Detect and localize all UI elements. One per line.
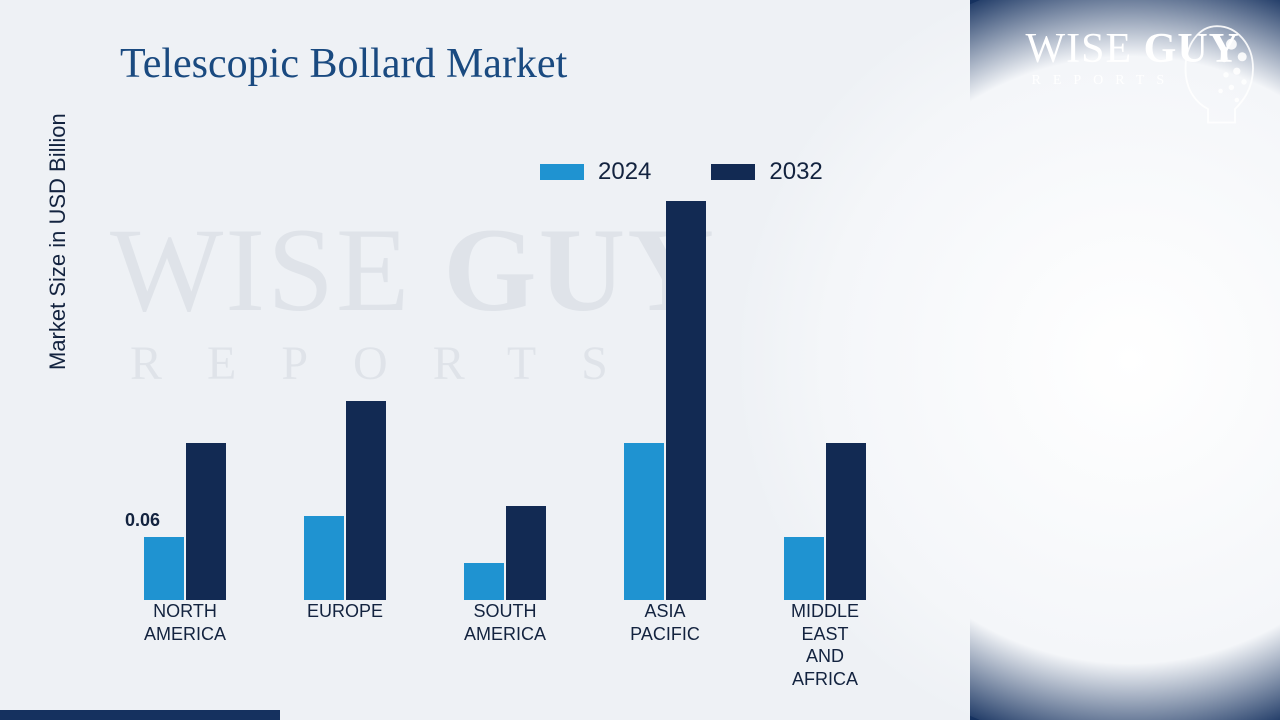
x-axis-labels: NORTHAMERICAEUROPESOUTHAMERICAASIAPACIFI… xyxy=(105,600,905,700)
bar-group xyxy=(425,506,585,601)
bar-value-label: 0.06 xyxy=(125,510,160,531)
bar xyxy=(826,443,866,601)
bar xyxy=(346,401,386,601)
bar xyxy=(624,443,664,601)
legend-swatch-2024 xyxy=(540,164,584,180)
logo-light: WISE xyxy=(1026,26,1144,72)
x-axis-label: ASIAPACIFIC xyxy=(585,600,745,700)
legend-swatch-2032 xyxy=(711,164,755,180)
y-axis-label: Market Size in USD Billion xyxy=(45,113,71,370)
x-axis-label: MIDDLEEASTANDAFRICA xyxy=(745,600,905,700)
bar xyxy=(186,443,226,601)
bar xyxy=(666,201,706,600)
x-axis-label: NORTHAMERICA xyxy=(105,600,265,700)
bar xyxy=(464,563,504,600)
page-title: Telescopic Bollard Market xyxy=(120,40,567,88)
bar xyxy=(784,537,824,600)
bottom-accent-bar xyxy=(0,710,280,720)
bar xyxy=(506,506,546,601)
x-axis-label: EUROPE xyxy=(265,600,425,700)
bar-group xyxy=(745,443,905,601)
brand-logo: WISE GUY REPORTS xyxy=(1026,28,1241,88)
bar xyxy=(144,537,184,600)
logo-sub: REPORTS xyxy=(1026,74,1241,88)
x-axis-label: SOUTHAMERICA xyxy=(425,600,585,700)
bar-chart xyxy=(105,180,905,600)
bar xyxy=(304,516,344,600)
logo-bold: GUY xyxy=(1144,26,1240,72)
bar-group xyxy=(265,401,425,601)
bar-group xyxy=(585,201,745,600)
